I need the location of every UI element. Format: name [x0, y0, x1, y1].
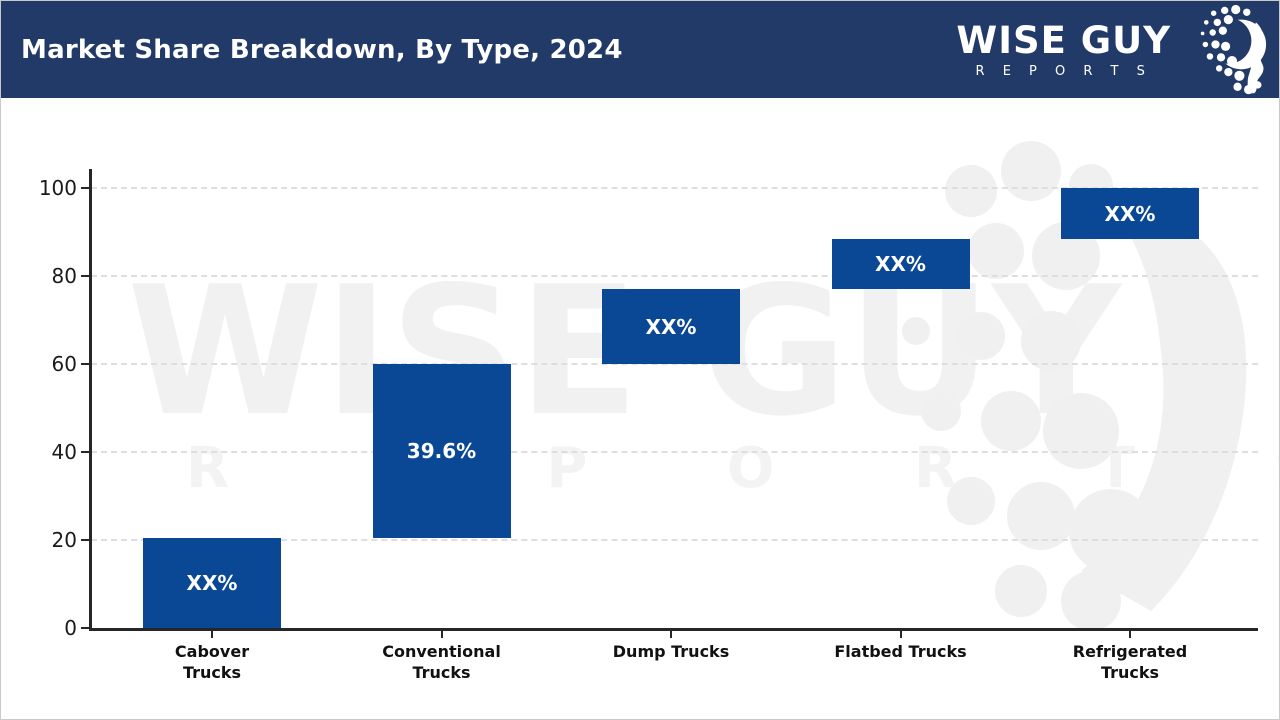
gridline-y20	[91, 539, 1258, 541]
bar-conventional-trucks: 39.6%	[372, 364, 511, 539]
brand-logo-head-icon	[1200, 4, 1267, 94]
x-axis-line	[89, 628, 1258, 631]
y-tick-label-40: 40	[51, 440, 77, 464]
y-tick-mark-20	[81, 539, 89, 541]
bar-refrigerated-trucks: XX%	[1061, 188, 1199, 240]
x-category-label-conventional-trucks: Conventional Trucks	[382, 642, 501, 682]
y-tick-mark-0	[81, 627, 89, 629]
y-tick-mark-100	[81, 187, 89, 189]
gridline-y40	[91, 451, 1258, 453]
y-tick-mark-80	[81, 275, 89, 277]
y-tick-mark-40	[81, 451, 89, 453]
brand-logo-name: WISE GUY	[956, 18, 1171, 62]
bar-cabover-trucks: XX%	[143, 538, 281, 628]
y-axis-line	[89, 169, 92, 630]
x-category-label-refrigerated-trucks: Refrigerated Trucks	[1072, 642, 1188, 682]
x-tick-mark-cabover-trucks	[211, 630, 213, 638]
y-tick-label-60: 60	[51, 352, 77, 376]
x-tick-mark-refrigerated-trucks	[1129, 630, 1131, 638]
bar-value-label-cabover-trucks: XX%	[186, 571, 238, 596]
y-tick-label-0: 0	[64, 616, 77, 640]
header-band: Market Share Breakdown, By Type, 2024 WI…	[1, 1, 1279, 98]
brand-logo-text: WISE GUY R E P O R T S	[956, 22, 1171, 78]
y-tick-label-100: 100	[38, 176, 77, 200]
page-title: Market Share Breakdown, By Type, 2024	[21, 34, 623, 65]
bar-value-label-dump-trucks: XX%	[645, 314, 697, 339]
gridline-y80	[91, 275, 1258, 277]
y-tick-label-20: 20	[51, 528, 77, 552]
y-tick-label-80: 80	[51, 264, 77, 288]
x-category-label-cabover-trucks: Cabover Trucks	[174, 642, 250, 682]
gridline-y100	[91, 187, 1258, 189]
bar-value-label-conventional-trucks: 39.6%	[406, 439, 477, 464]
x-category-label-flatbed-trucks: Flatbed Trucks	[834, 642, 967, 661]
bar-dump-trucks: XX%	[602, 289, 740, 364]
brand-logo: WISE GUY R E P O R T S	[956, 1, 1267, 98]
bar-value-label-refrigerated-trucks: XX%	[1104, 201, 1156, 226]
x-tick-mark-flatbed-trucks	[899, 630, 902, 638]
brand-logo-tagline: R E P O R T S	[975, 63, 1152, 79]
x-tick-mark-conventional-trucks	[440, 630, 443, 638]
bar-value-label-flatbed-trucks: XX%	[875, 252, 926, 277]
y-tick-mark-60	[81, 363, 89, 365]
bar-flatbed-trucks: XX%	[831, 239, 970, 290]
gridline-y60	[91, 363, 1258, 365]
x-category-label-dump-trucks: Dump Trucks	[612, 642, 730, 661]
x-tick-mark-dump-trucks	[670, 630, 672, 638]
